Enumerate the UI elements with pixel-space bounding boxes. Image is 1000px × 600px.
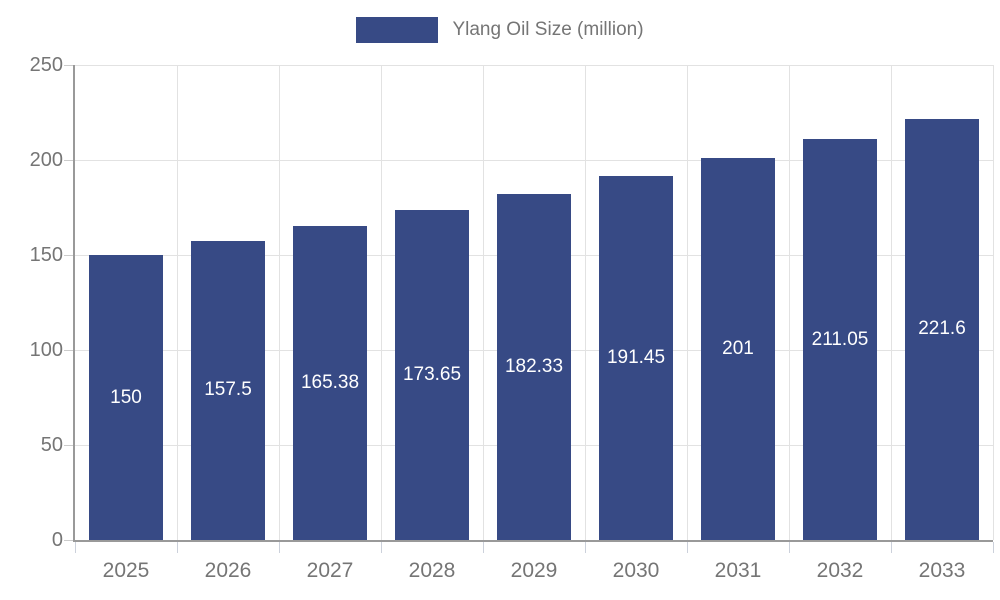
- x-axis-tick: [789, 542, 790, 553]
- bar[interactable]: [803, 139, 877, 540]
- gridline-vertical: [789, 65, 790, 540]
- x-axis-label: 2028: [408, 559, 456, 582]
- bar[interactable]: [293, 225, 367, 540]
- y-axis-tick: [64, 65, 73, 66]
- y-axis-tick: [64, 160, 73, 161]
- x-axis-label: 2031: [714, 559, 762, 582]
- legend-swatch[interactable]: [356, 17, 439, 43]
- x-axis-label: 2027: [306, 559, 354, 582]
- bar[interactable]: [191, 240, 265, 540]
- gridline-vertical: [891, 65, 892, 540]
- bar-value-label: 173.65: [402, 364, 462, 386]
- x-axis-tick: [177, 542, 178, 553]
- x-axis-tick: [381, 542, 382, 553]
- y-axis-label: 50: [40, 434, 63, 456]
- bar[interactable]: [599, 176, 673, 540]
- bar-value-label: 201: [722, 338, 754, 360]
- y-axis-label: 0: [51, 529, 63, 551]
- x-axis-label: 2032: [816, 559, 864, 582]
- gridline-vertical: [177, 65, 178, 540]
- x-axis-label: 2025: [102, 559, 150, 582]
- y-axis-label: 200: [29, 149, 63, 171]
- x-axis-tick: [483, 542, 484, 553]
- x-axis-label: 2033: [918, 559, 966, 582]
- gridline-horizontal: [75, 160, 993, 161]
- x-axis-tick: [75, 542, 76, 553]
- y-axis-label: 250: [29, 54, 63, 76]
- legend[interactable]: Ylang Oil Size (million): [0, 17, 1000, 43]
- gridline-vertical: [483, 65, 484, 540]
- x-axis-line: [73, 540, 993, 542]
- bar[interactable]: [395, 210, 469, 540]
- gridline-vertical: [279, 65, 280, 540]
- gridline-vertical: [585, 65, 586, 540]
- x-axis-label: 2026: [204, 559, 252, 582]
- legend-label: Ylang Oil Size (million): [452, 19, 644, 40]
- gridline-vertical: [381, 65, 382, 540]
- bar-value-label: 221.6: [918, 318, 966, 340]
- y-axis-tick: [64, 540, 73, 541]
- bar[interactable]: [701, 158, 775, 540]
- y-axis-tick: [64, 350, 73, 351]
- bar-value-label: 182.33: [504, 355, 564, 377]
- x-axis-label: 2030: [612, 559, 660, 582]
- bar[interactable]: [89, 255, 163, 540]
- x-axis-tick: [891, 542, 892, 553]
- bar-value-label: 157.5: [204, 379, 252, 401]
- plot-area: 0 50 100 150 200 250 2025 2026 2027 2028 2029 2030 2…: [30, 54, 994, 582]
- y-axis-tick: [64, 255, 73, 256]
- x-axis-tick: [993, 542, 994, 553]
- bar-value-label: 150: [110, 386, 142, 408]
- x-axis-tick: [585, 542, 586, 553]
- bar[interactable]: [905, 118, 979, 540]
- y-axis-label: 100: [29, 339, 63, 361]
- x-axis-tick: [687, 542, 688, 553]
- bar-value-label: 191.45: [606, 347, 666, 369]
- gridline-vertical: [687, 65, 688, 540]
- y-axis-tick: [64, 445, 73, 446]
- x-axis-tick: [279, 542, 280, 553]
- bar-value-label: 211.05: [811, 328, 869, 350]
- bar[interactable]: [497, 193, 571, 540]
- y-axis-label: 150: [29, 244, 63, 266]
- gridline-horizontal: [75, 65, 993, 66]
- bar-value-label: 165.38: [300, 371, 360, 393]
- gridline-vertical: [993, 65, 994, 540]
- y-axis-line: [73, 65, 75, 540]
- x-axis-label: 2029: [510, 559, 558, 582]
